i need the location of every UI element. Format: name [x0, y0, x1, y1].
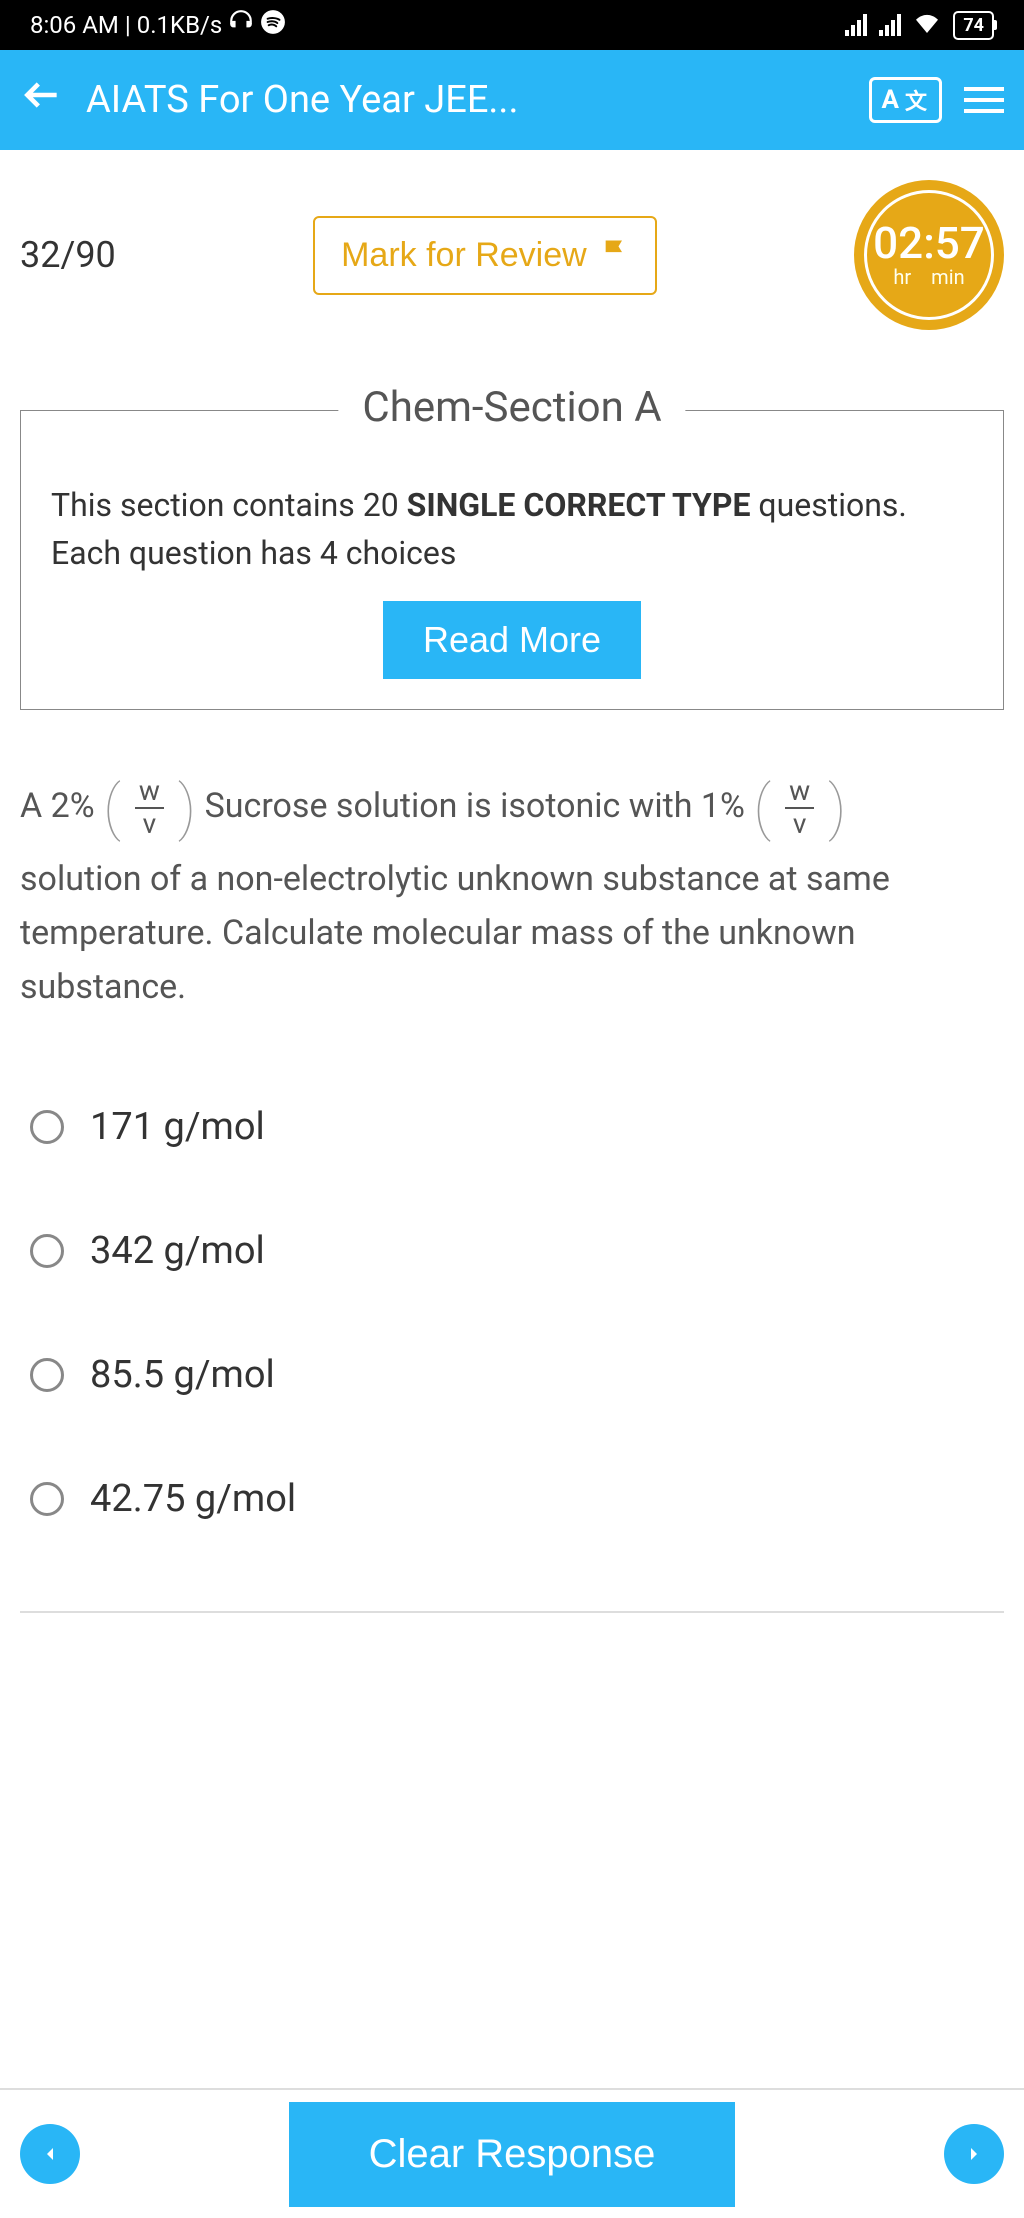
section-description: This section contains 20 SINGLE CORRECT … — [51, 481, 973, 577]
divider — [20, 1611, 1004, 1613]
menu-button[interactable] — [964, 87, 1004, 113]
fraction-1: ( wv ) — [103, 770, 196, 846]
frac-num: w — [785, 776, 814, 809]
radio-icon — [30, 1358, 64, 1392]
option-c[interactable]: 85.5 g/mol — [20, 1313, 1004, 1437]
translate-label: A — [882, 85, 901, 115]
section-text-prefix: This section contains 20 — [51, 486, 407, 524]
question-counter: 32/90 — [20, 234, 116, 276]
option-b[interactable]: 342 g/mol — [20, 1189, 1004, 1313]
radio-icon — [30, 1234, 64, 1268]
wifi-icon — [913, 11, 941, 39]
page-title: AIATS For One Year JEE... — [86, 78, 847, 122]
mark-review-label: Mark for Review — [341, 236, 587, 275]
section-title: Chem-Section A — [338, 383, 685, 432]
question-header: 32/90 Mark for Review 02:57 hr min — [20, 150, 1004, 360]
question-text: A 2% ( wv ) Sucrose solution is isotonic… — [20, 740, 1004, 1045]
question-part-1: A 2% — [20, 786, 95, 826]
paren-open-icon: ( — [103, 784, 121, 832]
question-part-3: solution of a non-electrolytic unknown s… — [20, 852, 1004, 1015]
app-bar: AIATS For One Year JEE... A 文 — [0, 50, 1024, 150]
clear-response-button[interactable]: Clear Response — [289, 2102, 736, 2207]
read-more-button[interactable]: Read More — [383, 601, 641, 679]
paren-close-icon: ) — [178, 784, 196, 832]
status-data-rate: 0.1KB/s — [137, 11, 223, 39]
headphone-icon — [228, 9, 254, 41]
signal-icon-1 — [845, 14, 867, 36]
paren-close-icon: ) — [828, 784, 846, 832]
option-d[interactable]: 42.75 g/mol — [20, 1437, 1004, 1561]
status-bar: 8:06 AM | 0.1KB/s 74 — [0, 0, 1024, 50]
signal-icon-2 — [879, 14, 901, 36]
back-button[interactable] — [20, 73, 64, 128]
timer-min: min — [931, 265, 964, 289]
paren-open-icon: ( — [753, 784, 771, 832]
translate-button[interactable]: A 文 — [869, 77, 942, 123]
flag-icon — [601, 237, 629, 273]
battery-icon: 74 — [953, 11, 994, 40]
status-right: 74 — [845, 11, 994, 40]
next-button[interactable] — [944, 2124, 1004, 2184]
timer-badge: 02:57 hr min — [854, 180, 1004, 330]
bottom-nav: Clear Response — [0, 2088, 1024, 2218]
fraction-2: ( wv ) — [753, 770, 846, 846]
options-list: 171 g/mol 342 g/mol 85.5 g/mol 42.75 g/m… — [20, 1045, 1004, 1581]
status-time: 8:06 AM — [30, 11, 119, 39]
mark-for-review-button[interactable]: Mark for Review — [313, 216, 657, 295]
battery-level: 74 — [963, 15, 984, 36]
prev-button[interactable] — [20, 2124, 80, 2184]
timer-hr: hr — [893, 265, 911, 289]
option-a[interactable]: 171 g/mol — [20, 1065, 1004, 1189]
section-text-bold: SINGLE CORRECT TYPE — [407, 486, 751, 524]
status-separator: | — [125, 11, 131, 39]
status-left: 8:06 AM | 0.1KB/s — [30, 9, 286, 41]
frac-den: v — [789, 809, 811, 840]
radio-icon — [30, 1110, 64, 1144]
radio-icon — [30, 1482, 64, 1516]
option-label: 342 g/mol — [90, 1229, 265, 1273]
question-part-2: Sucrose solution is isotonic with 1% — [205, 786, 745, 826]
frac-den: v — [139, 809, 161, 840]
section-info-box: Chem-Section A This section contains 20 … — [20, 410, 1004, 710]
content-area: 32/90 Mark for Review 02:57 hr min Chem-… — [0, 150, 1024, 1613]
option-label: 171 g/mol — [90, 1105, 265, 1149]
translate-label-cn: 文 — [905, 84, 929, 116]
frac-num: w — [135, 776, 164, 809]
timer-units: hr min — [893, 265, 964, 289]
spotify-icon — [260, 9, 286, 41]
timer-value: 02:57 — [873, 221, 985, 265]
option-label: 42.75 g/mol — [90, 1477, 296, 1521]
option-label: 85.5 g/mol — [90, 1353, 275, 1397]
